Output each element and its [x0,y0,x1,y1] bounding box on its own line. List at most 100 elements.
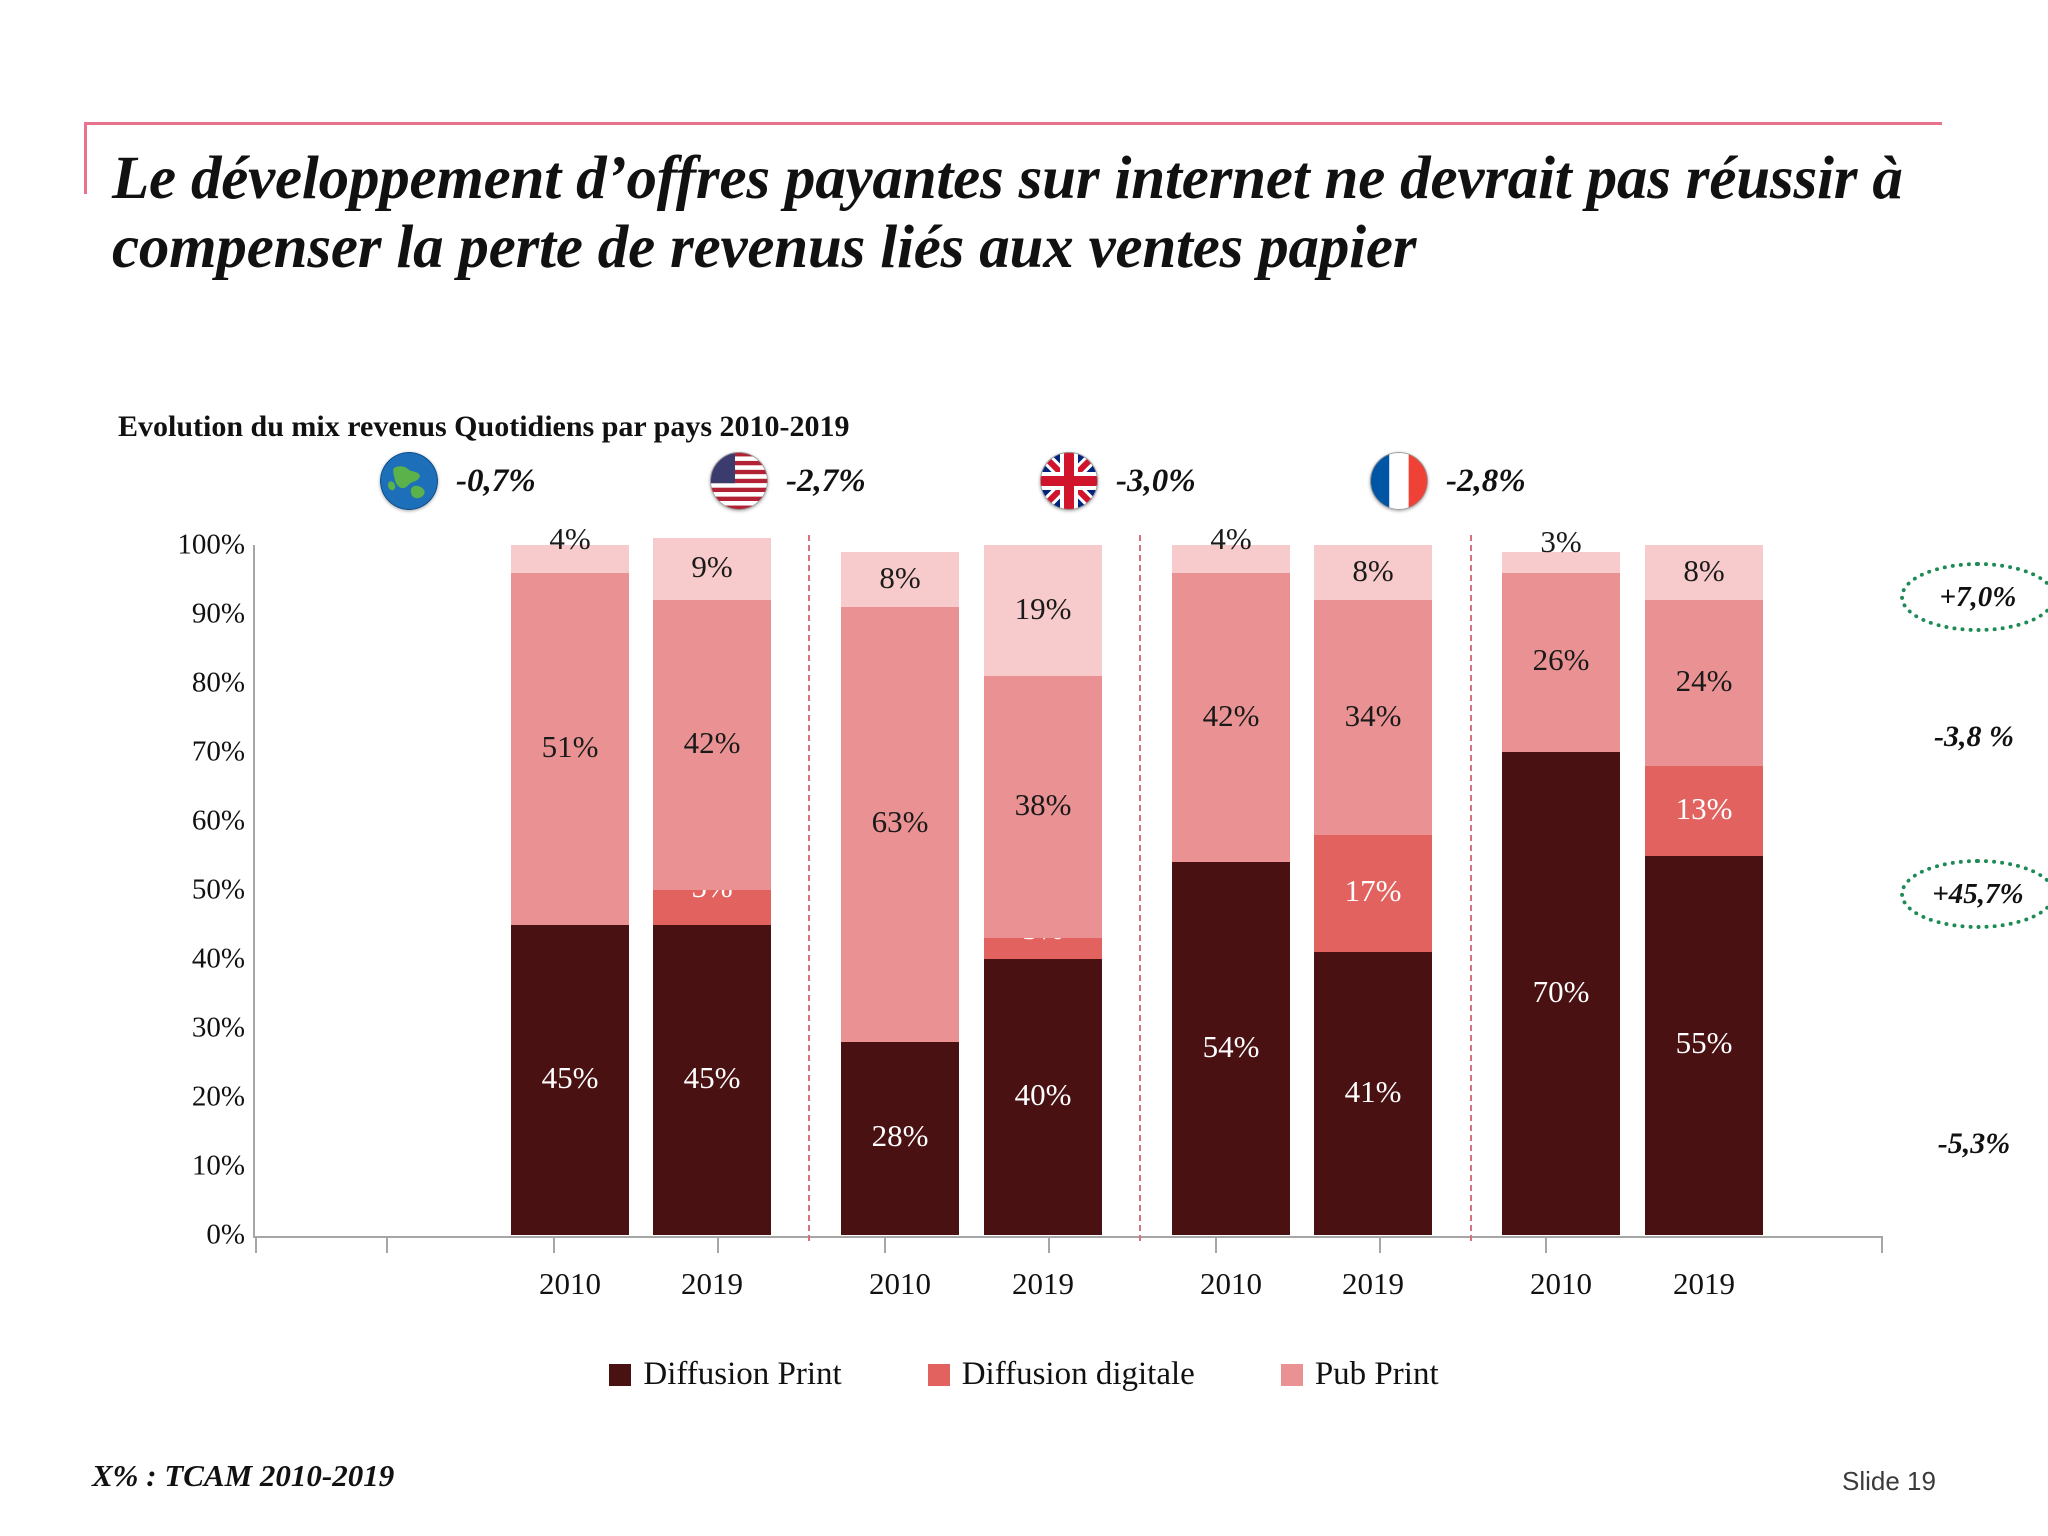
bar-segment-label: 42% [683,725,741,761]
stacked-bar[interactable]: 28%0%63%8% [841,551,959,1235]
bar-segment[interactable]: 45% [511,924,629,1235]
legend-item[interactable]: Diffusion Print [609,1356,842,1393]
annotation: -5,3% [1937,1127,2011,1161]
bar-segment[interactable]: 40% [984,959,1102,1235]
bar-segment[interactable]: 34% [1314,600,1432,835]
bar-segment[interactable]: 54% [1172,862,1290,1235]
bar-segment-label: 45% [683,1059,741,1095]
x-axis-tick [1881,1237,1883,1253]
stacked-bar[interactable]: 45%0%51%4% [511,521,629,1235]
bar-segment[interactable]: 51% [511,572,629,925]
bar-segment[interactable]: 55% [1645,855,1763,1235]
globe-flag-icon [380,452,438,510]
bar-segment-label: 9% [691,549,733,585]
y-axis-line [253,545,255,1237]
title-accent-rule [84,122,1942,125]
title-accent-rule-left [84,122,87,194]
bar-segment-label: 26% [1532,642,1590,678]
footnote: X% : TCAM 2010-2019 [92,1458,395,1493]
bar-segment-label: 28% [871,1118,929,1154]
x-axis-tick [1048,1237,1050,1253]
bar-segment[interactable]: 63% [841,607,959,1042]
x-axis-label: 2010 [1200,1266,1262,1301]
x-axis-tick [1215,1237,1217,1253]
stacked-bar[interactable]: 54%0%42%4% [1172,521,1290,1235]
stacked-bar[interactable]: 40% 3% 38% 19% [984,545,1102,1235]
bar-segment[interactable]: 24% [1645,600,1763,766]
x-axis-tick [255,1237,257,1253]
x-axis-label: 2010 [539,1266,601,1301]
x-axis-label: 2019 [1342,1266,1404,1301]
bar-segment-label: 40% [1014,1077,1072,1112]
x-axis-tick [884,1237,886,1253]
group-growth-rate: -0,7% [456,462,536,499]
x-axis-label: 2019 [681,1266,743,1301]
bar-segment[interactable]: 70% [1502,752,1620,1235]
x-axis-tick [1379,1237,1381,1253]
bar-segment-label: 8% [1683,552,1725,588]
group-separator [1470,535,1472,1241]
bar-segment[interactable]: 26% [1502,572,1620,752]
legend-label: Diffusion digitale [961,1356,1195,1392]
bar-segment[interactable]: 45% [653,924,771,1235]
legend-item[interactable]: Pub Print [1280,1356,1439,1393]
bar-segment-label: 54% [1202,1028,1260,1064]
bar-segment[interactable]: 8% [841,551,959,608]
legend-swatch-icon [1280,1363,1303,1386]
bar-segment[interactable]: 4% [511,521,629,573]
y-axis-tick-label: 20% [191,1080,245,1113]
page-title: Le développement d’offres payantes sur i… [112,145,1903,281]
bar-segment[interactable]: 17% [1314,834,1432,953]
y-axis-tick-label: 50% [191,873,245,906]
legend-label: Pub Print [1314,1356,1439,1392]
bar-segment[interactable]: 38% [984,676,1102,939]
bar-segment-label: 17% [1344,873,1402,909]
bar-segment[interactable]: 41% [1314,952,1432,1235]
legend-swatch-icon [927,1363,950,1386]
y-axis-tick-label: 80% [191,666,245,699]
bar-segment[interactable]: 9% [653,538,771,601]
y-axis-tick-label: 60% [191,804,245,837]
y-axis-tick-label: 10% [191,1149,245,1182]
highlighted-annotation: +45,7% [1900,859,2048,929]
bar-segment[interactable]: 19% [984,545,1102,677]
legend-item[interactable]: Diffusion digitale [927,1356,1195,1393]
group-header-0: -0,7% [380,452,536,510]
bar-segment-label: 70% [1532,973,1590,1009]
bar-segment[interactable]: 42% [1172,572,1290,863]
stacked-bar[interactable]: 45% 5% 42% 9% [653,538,771,1235]
stacked-bar[interactable]: 41% 17% 34% 8% [1314,545,1432,1235]
bar-segment[interactable]: 3% [1502,524,1620,573]
bar-segment-label: 63% [871,804,929,840]
bar-segment-label: 4% [549,520,591,556]
bar-segment[interactable]: 8% [1645,545,1763,601]
bar-segment[interactable]: 4% [1172,521,1290,573]
bar-segment[interactable]: 8% [1314,545,1432,601]
usa-flag-icon [710,452,768,510]
x-axis-tick [553,1237,555,1253]
bar-segment-label: 51% [541,728,599,764]
bar-segment[interactable]: 13% [1645,765,1763,856]
stacked-bar[interactable]: 55% 13% 24% 8% [1645,545,1763,1235]
bar-segment[interactable]: 28% [841,1041,959,1235]
bar-segment-label: 13% [1675,790,1733,826]
bar-segment[interactable]: 42% [653,600,771,890]
y-axis-tick-label: 40% [191,942,245,975]
group-header-1: -2,7% [710,452,866,510]
france-flag-icon [1370,452,1428,510]
bar-segment[interactable]: 5% [653,869,771,925]
x-axis-label: 2010 [869,1266,931,1301]
bar-segment-label: 8% [879,559,921,595]
y-axis: 0% 10% 20% 30% 40% 50% 60% 70% 80% 90% 100% [135,529,245,1251]
legend-swatch-icon [609,1363,632,1386]
group-growth-rate: -2,7% [786,462,866,499]
x-axis-line [253,1236,1883,1238]
uk-flag-icon [1040,452,1098,510]
stacked-bar[interactable]: 70%0%26%3% [1502,524,1620,1235]
bar-segment-label: 34% [1344,697,1402,733]
x-axis-label: 2019 [1673,1266,1735,1301]
chart-legend: Diffusion Print Diffusion digitale Pub Pri… [0,1356,2048,1393]
y-axis-tick-label: 0% [206,1218,245,1251]
bar-segment[interactable]: 3% [984,911,1102,959]
group-header-2: -3,0% [1040,452,1196,510]
